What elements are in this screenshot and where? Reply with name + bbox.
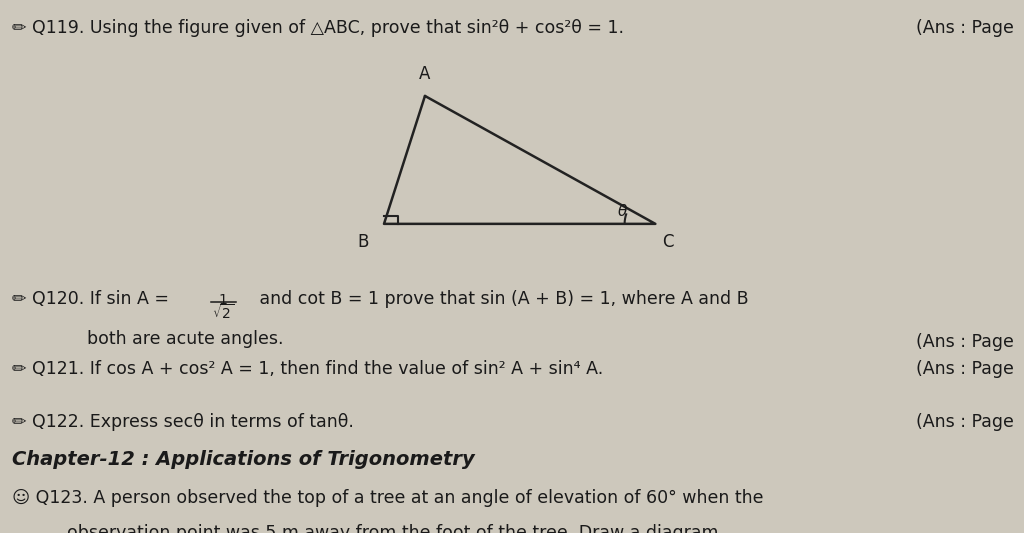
Text: (Ans : Page: (Ans : Page <box>915 19 1014 37</box>
Text: ✏ Q121. If cos A + cos² A = 1, then find the value of sin² A + sin⁴ A.: ✏ Q121. If cos A + cos² A = 1, then find… <box>12 360 603 378</box>
Text: B: B <box>357 233 370 252</box>
Text: (Ans : Page: (Ans : Page <box>915 413 1014 431</box>
Text: ✏ Q119. Using the figure given of △ABC, prove that sin²θ + cos²θ = 1.: ✏ Q119. Using the figure given of △ABC, … <box>12 19 625 37</box>
Text: $\sqrt{2}$: $\sqrt{2}$ <box>212 303 234 322</box>
Text: and cot B = 1 prove that sin (A + B) = 1, where A and B: and cot B = 1 prove that sin (A + B) = 1… <box>254 290 749 309</box>
Text: Chapter-12 : Applications of Trigonometry: Chapter-12 : Applications of Trigonometr… <box>12 450 475 470</box>
Text: ☺ Q123. A person observed the top of a tree at an angle of elevation of 60° when: ☺ Q123. A person observed the top of a t… <box>12 489 764 507</box>
Text: $\theta$: $\theta$ <box>617 203 628 219</box>
Text: (Ans : Page: (Ans : Page <box>915 333 1014 351</box>
Text: ✏ Q122. Express secθ in terms of tanθ.: ✏ Q122. Express secθ in terms of tanθ. <box>12 413 354 431</box>
Text: 1: 1 <box>219 293 227 307</box>
Text: observation point was 5 m away from the foot of the tree. Draw a diagram: observation point was 5 m away from the … <box>67 524 718 533</box>
Text: C: C <box>662 233 674 252</box>
Text: ✏ Q120. If sin A =: ✏ Q120. If sin A = <box>12 290 169 309</box>
Text: both are acute angles.: both are acute angles. <box>87 330 284 349</box>
Text: A: A <box>419 64 431 83</box>
Text: (Ans : Page: (Ans : Page <box>915 360 1014 378</box>
